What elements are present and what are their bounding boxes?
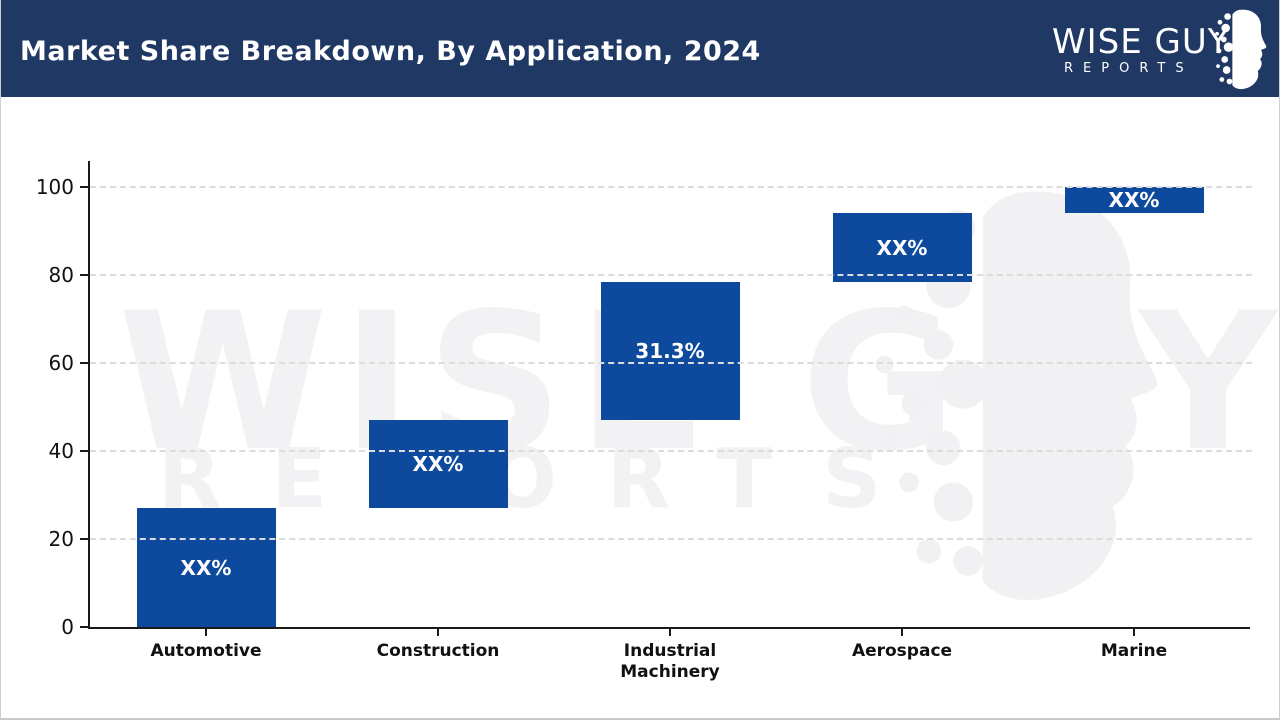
bar-value-label: XX% bbox=[876, 235, 928, 260]
brand-subtext: REPORTS bbox=[1064, 61, 1194, 76]
y-axis bbox=[88, 161, 90, 629]
x-tick-label: Construction bbox=[376, 641, 500, 661]
y-tick-label: 0 bbox=[61, 615, 74, 639]
bar: XX% bbox=[832, 213, 972, 283]
chart-title: Market Share Breakdown, By Application, … bbox=[20, 36, 761, 67]
bar: XX% bbox=[136, 508, 276, 627]
x-axis bbox=[88, 627, 1250, 629]
gridline bbox=[90, 450, 1252, 452]
y-axis-tickmark bbox=[80, 538, 90, 540]
brand-head-icon bbox=[1215, 9, 1267, 90]
bar-value-label: XX% bbox=[412, 452, 464, 477]
x-tick-label: Industrial Machinery bbox=[620, 641, 720, 683]
x-tick-label: Marine bbox=[1100, 641, 1168, 661]
x-axis-tickmark bbox=[901, 629, 903, 636]
y-tick-label: 20 bbox=[48, 527, 74, 551]
bar-value-label: XX% bbox=[180, 555, 232, 580]
watermark-head-logo-icon bbox=[875, 191, 1158, 601]
x-axis-tickmark bbox=[1133, 629, 1135, 636]
y-axis-tickmark bbox=[80, 450, 90, 452]
x-tick-label: Aerospace bbox=[851, 641, 953, 661]
bar: XX% bbox=[368, 420, 508, 509]
brand-logo: WISE GUY REPORTS bbox=[1012, 0, 1272, 97]
y-axis-tickmark bbox=[80, 626, 90, 628]
x-tick-label: Automotive bbox=[150, 641, 262, 661]
y-tick-label: 100 bbox=[35, 175, 74, 199]
y-tick-label: 80 bbox=[48, 263, 74, 287]
watermark-subtext: REPORTS bbox=[158, 432, 932, 527]
bar-value-label: XX% bbox=[1108, 188, 1160, 213]
x-axis-tickmark bbox=[437, 629, 439, 636]
x-axis-tickmark bbox=[669, 629, 671, 636]
gridline bbox=[90, 274, 1252, 276]
gridline bbox=[90, 362, 1252, 364]
gridline bbox=[90, 186, 1252, 188]
brand-wordmark: WISE GUY bbox=[1052, 22, 1230, 62]
bar: 31.3% bbox=[600, 282, 740, 421]
bar-value-label: 31.3% bbox=[635, 339, 705, 364]
y-tick-label: 60 bbox=[48, 351, 74, 375]
y-axis-tickmark bbox=[80, 362, 90, 364]
y-tick-label: 40 bbox=[48, 439, 74, 463]
gridline bbox=[90, 538, 1252, 540]
x-axis-tickmark bbox=[205, 629, 207, 636]
bar: XX% bbox=[1064, 187, 1204, 214]
y-axis-tickmark bbox=[80, 186, 90, 188]
y-axis-tickmark bbox=[80, 274, 90, 276]
report-header: Market Share Breakdown, By Application, … bbox=[0, 0, 1280, 97]
